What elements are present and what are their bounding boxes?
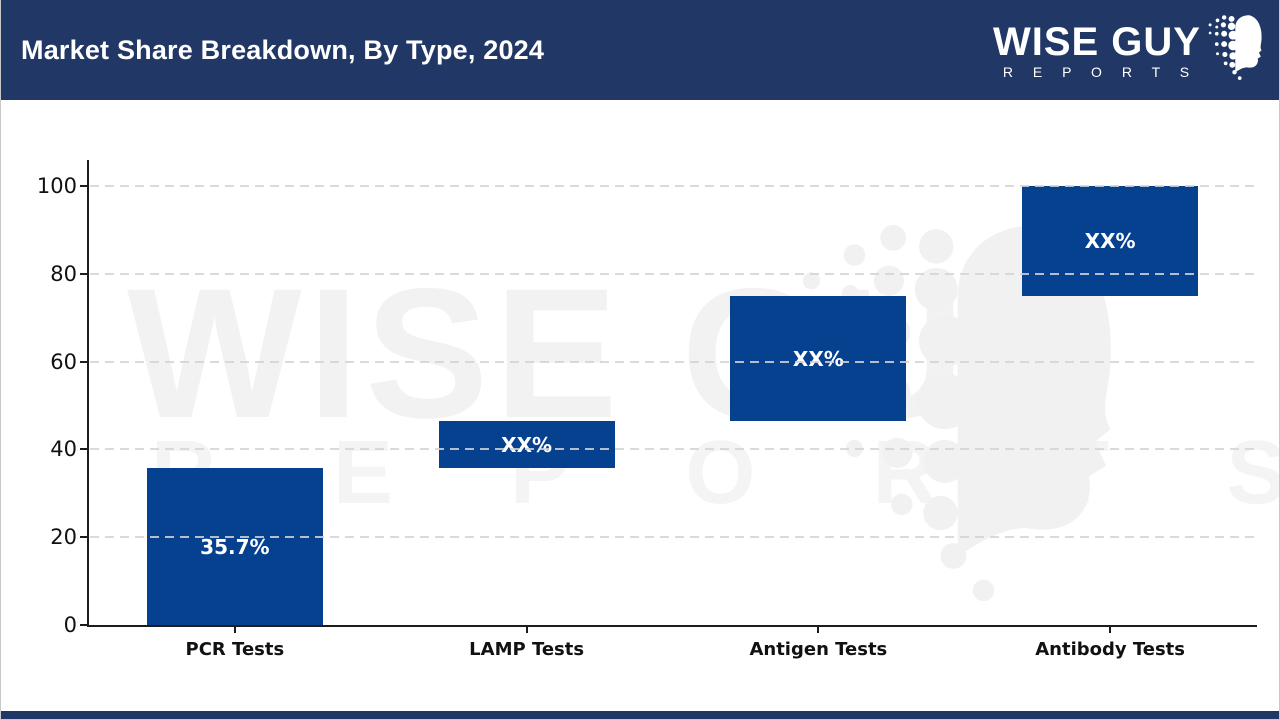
bar-value-label: XX% bbox=[1084, 228, 1136, 253]
y-axis-tick-label: 60 bbox=[50, 349, 77, 374]
gridline bbox=[90, 448, 1254, 451]
page-title: Market Share Breakdown, By Type, 2024 bbox=[21, 34, 545, 65]
y-axis-tick-label: 40 bbox=[50, 437, 77, 462]
y-tick-mark bbox=[80, 360, 88, 363]
x-axis-category-label: LAMP Tests bbox=[469, 639, 585, 660]
y-axis-tick-label: 80 bbox=[50, 261, 77, 286]
bar-pcr-tests: 35.7% bbox=[146, 468, 323, 625]
x-axis-category-label: PCR Tests bbox=[185, 639, 285, 660]
x-axis-line bbox=[87, 625, 1257, 627]
wiseguy-logo: WISE GUY R E P O R T S bbox=[993, 6, 1273, 94]
y-tick-mark bbox=[80, 185, 88, 187]
x-axis-category-label: Antigen Tests bbox=[749, 639, 888, 660]
bar-value-label: XX% bbox=[792, 346, 844, 371]
logo-text: WISE GUY R E P O R T S bbox=[993, 21, 1201, 80]
x-tick-mark bbox=[525, 627, 528, 633]
wiseguy-face-icon bbox=[1199, 8, 1273, 92]
y-axis-tick-label: 0 bbox=[63, 613, 77, 637]
y-axis-tick-label: 100 bbox=[36, 174, 77, 198]
y-tick-mark bbox=[80, 536, 88, 539]
footer-bar bbox=[1, 711, 1279, 719]
bar-value-label: 35.7% bbox=[200, 534, 270, 559]
bar-antibody-tests: XX% bbox=[1022, 186, 1199, 296]
logo-subtitle: R E P O R T S bbox=[1002, 63, 1198, 80]
x-tick-mark bbox=[1109, 627, 1112, 633]
x-tick-mark bbox=[817, 627, 820, 633]
y-axis-line bbox=[87, 160, 89, 627]
x-axis-category-label: Antibody Tests bbox=[1035, 639, 1186, 660]
y-tick-mark bbox=[80, 448, 88, 451]
bar-value-label: XX% bbox=[501, 432, 553, 457]
y-tick-mark bbox=[80, 272, 88, 275]
bar-antigen-tests: XX% bbox=[730, 295, 907, 422]
gridline bbox=[90, 536, 1254, 539]
y-tick-mark bbox=[80, 624, 88, 626]
gridline bbox=[90, 360, 1254, 363]
header: Market Share Breakdown, By Type, 2024 WI… bbox=[1, 0, 1279, 100]
logo-wordmark: WISE GUY bbox=[992, 19, 1201, 64]
gridline bbox=[90, 272, 1254, 275]
x-tick-mark bbox=[233, 627, 236, 633]
y-axis-tick-label: 20 bbox=[50, 525, 77, 550]
bar-lamp-tests: XX% bbox=[438, 421, 615, 469]
gridline bbox=[90, 185, 1254, 187]
